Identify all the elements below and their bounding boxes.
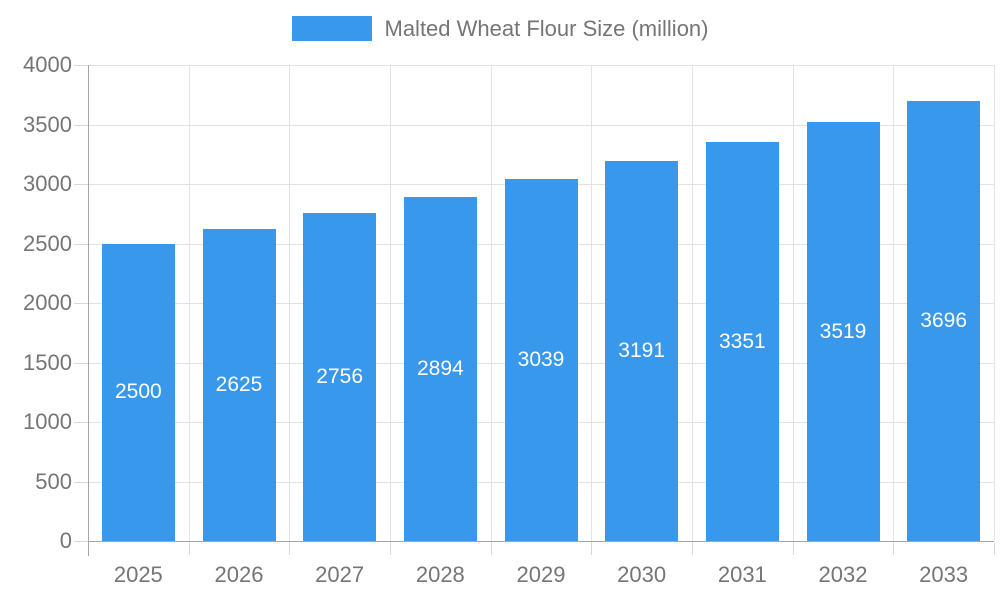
y-axis-label: 500 bbox=[35, 468, 72, 494]
bar-value-label: 3519 bbox=[819, 319, 867, 343]
y-axis-label: 1000 bbox=[23, 409, 72, 434]
x-axis-tick bbox=[591, 542, 593, 555]
gridline-vertical bbox=[792, 65, 794, 541]
gridline-vertical bbox=[893, 65, 895, 541]
y-axis-line bbox=[88, 65, 89, 556]
x-axis-tick bbox=[893, 542, 895, 555]
gridline-horizontal bbox=[88, 65, 994, 66]
gridline-horizontal bbox=[88, 124, 994, 126]
x-axis-label: 2025 bbox=[113, 562, 163, 587]
y-axis-label: 2000 bbox=[23, 290, 72, 315]
x-axis-tick bbox=[692, 542, 693, 555]
x-axis-label: 2026 bbox=[214, 562, 264, 587]
bar-value-label: 3191 bbox=[618, 339, 666, 363]
x-axis-label: 2027 bbox=[315, 562, 365, 587]
y-axis-tick bbox=[74, 65, 88, 66]
legend[interactable]: Malted Wheat Flour Size (million) bbox=[0, 16, 1000, 41]
y-axis-label: 3500 bbox=[23, 111, 72, 137]
x-axis-line bbox=[88, 541, 994, 542]
bar-2029[interactable]: 3039 bbox=[504, 179, 578, 541]
legend-label: Malted Wheat Flour Size (million) bbox=[384, 16, 709, 41]
bar-value-label: 3696 bbox=[920, 309, 968, 333]
bar-value-label: 3351 bbox=[718, 329, 766, 353]
gridline-vertical bbox=[692, 65, 693, 541]
x-axis-tick bbox=[490, 542, 492, 555]
x-axis-label: 2028 bbox=[415, 562, 465, 587]
gridline-vertical bbox=[289, 65, 291, 541]
bar-2028[interactable]: 2894 bbox=[403, 196, 477, 541]
bar-value-label: 2756 bbox=[316, 365, 364, 388]
gridline-vertical bbox=[188, 65, 190, 541]
y-axis-tick bbox=[74, 422, 88, 423]
x-axis-label: 2033 bbox=[919, 562, 969, 587]
x-axis-label: 2030 bbox=[617, 562, 667, 587]
legend-swatch bbox=[291, 16, 372, 41]
y-axis-label: 1500 bbox=[23, 349, 72, 375]
gridline-vertical bbox=[490, 65, 492, 541]
gridline-vertical bbox=[591, 65, 593, 541]
bar-2027[interactable]: 2756 bbox=[303, 213, 377, 541]
gridline-vertical bbox=[390, 65, 391, 541]
y-axis-tick bbox=[74, 481, 88, 483]
x-axis-tick bbox=[994, 542, 995, 555]
bar-2032[interactable]: 3519 bbox=[806, 122, 880, 541]
y-axis-tick bbox=[74, 124, 88, 126]
y-axis-label: 4000 bbox=[23, 52, 72, 77]
bar-value-label: 2500 bbox=[114, 380, 162, 404]
bar-2031[interactable]: 3351 bbox=[705, 142, 779, 541]
bar-value-label: 2894 bbox=[416, 356, 464, 380]
bar-2030[interactable]: 3191 bbox=[605, 161, 679, 541]
x-axis-tick bbox=[188, 542, 190, 555]
bar-value-label: 2625 bbox=[215, 372, 263, 396]
y-axis-tick bbox=[74, 541, 88, 542]
x-axis-tick bbox=[390, 542, 391, 555]
x-axis-label: 2032 bbox=[818, 562, 868, 587]
y-axis-label: 0 bbox=[59, 528, 72, 553]
x-axis-label: 2029 bbox=[516, 562, 566, 587]
y-axis-tick bbox=[74, 184, 88, 185]
y-axis-label: 3000 bbox=[23, 171, 72, 196]
y-axis-tick bbox=[74, 243, 88, 245]
bar-value-label: 3039 bbox=[517, 348, 565, 372]
x-axis-tick bbox=[289, 542, 291, 555]
y-axis-tick bbox=[74, 362, 88, 364]
y-axis-label: 2500 bbox=[23, 230, 72, 256]
gridline-vertical bbox=[994, 65, 995, 541]
x-axis-tick bbox=[792, 542, 794, 555]
bar-2025[interactable]: 2500 bbox=[101, 243, 175, 541]
bar-2026[interactable]: 2625 bbox=[202, 228, 276, 541]
x-axis-label: 2031 bbox=[717, 562, 767, 587]
y-axis-tick bbox=[74, 303, 88, 304]
bar-2033[interactable]: 3696 bbox=[907, 101, 981, 541]
